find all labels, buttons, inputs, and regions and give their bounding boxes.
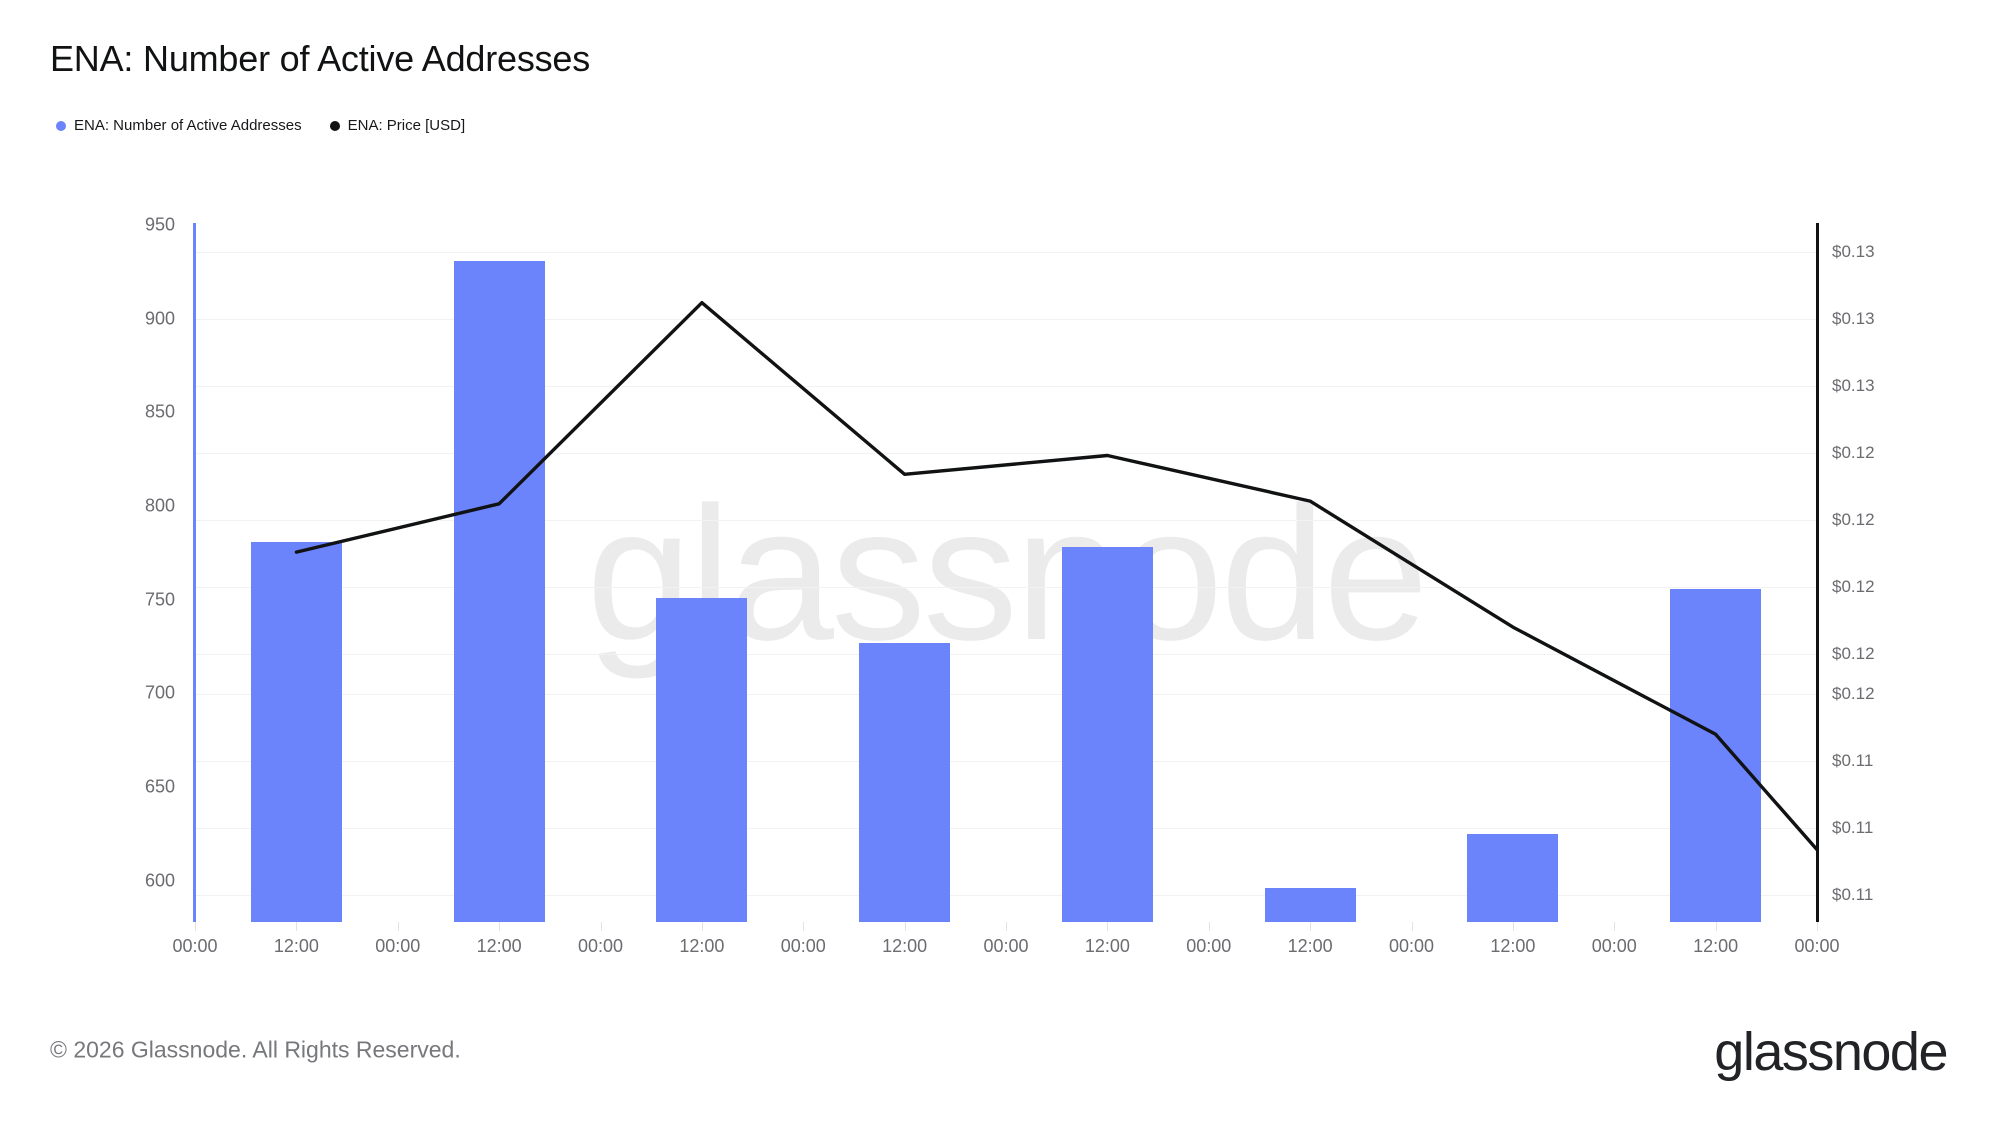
- gridline: [195, 519, 1817, 521]
- x-axis-tick-mark: [1208, 922, 1210, 931]
- x-axis-tick-mark: [803, 922, 805, 931]
- legend-dot-black-icon: [329, 120, 340, 131]
- bar[interactable]: [1670, 588, 1762, 922]
- x-axis-tick-mark: [1006, 922, 1007, 931]
- x-axis-tick-label: 00:00: [577, 936, 624, 956]
- gridline: [195, 694, 1817, 696]
- x-axis-tick-mark: [1107, 922, 1109, 931]
- x-axis-tick-mark: [1614, 922, 1616, 931]
- legend-label-price: ENA: Price [USD]: [347, 117, 466, 134]
- x-axis-tick-label: 00:00: [1591, 936, 1637, 956]
- legend-label-active-addresses: ENA: Number of Active Addresses: [74, 117, 302, 134]
- x-axis-tick-mark: [1411, 922, 1413, 931]
- y-axis-right-tick-label: $0.13: [1832, 375, 1875, 395]
- plot-region: glassnode: [193, 223, 1819, 922]
- y-axis-left-tick-label: 800: [144, 495, 175, 516]
- copyright-text: © 2026 Glassnode. All Rights Reserved.: [50, 1036, 461, 1063]
- x-axis-tick-label: 12:00: [882, 936, 928, 956]
- y-axis-right-labels: $0.13 $0.13 $0.13 $0.12 $0.12 $0.12 $0.12 $0.12…: [1832, 225, 1932, 922]
- footer-divider: [0, 1007, 1999, 1008]
- glassnode-logo: glassnode: [1714, 1022, 1948, 1082]
- y-axis-right-tick-label: $0.12: [1832, 442, 1875, 462]
- bar[interactable]: [453, 260, 545, 922]
- x-axis-tick-label: 12:00: [1084, 936, 1130, 956]
- gridline: [195, 895, 1817, 897]
- x-axis-tick-mark: [397, 922, 399, 931]
- gridline: [195, 251, 1817, 253]
- bar[interactable]: [1264, 888, 1356, 922]
- price-line-series: [195, 225, 1819, 922]
- gridline: [195, 828, 1817, 830]
- x-axis-tick-label: 12:00: [1287, 936, 1333, 956]
- bar-series: [195, 225, 1817, 922]
- y-axis-left-tick-label: 900: [144, 308, 175, 329]
- y-axis-right-tick-label: $0.11: [1832, 885, 1874, 905]
- legend-item-price[interactable]: ENA: Price [USD]: [329, 117, 466, 134]
- y-axis-right-tick-label: $0.11: [1832, 751, 1874, 771]
- x-axis-tick-label: 12:00: [476, 936, 522, 956]
- x-axis-tick-label: 00:00: [1186, 936, 1232, 956]
- x-axis-tick-mark: [904, 922, 906, 931]
- x-axis-tick-label: 12:00: [679, 936, 725, 956]
- x-axis-tick-label: 12:00: [1693, 936, 1739, 956]
- gridline: [195, 452, 1817, 454]
- gridline: [195, 761, 1817, 763]
- x-axis-tick-mark: [701, 922, 703, 931]
- bar[interactable]: [859, 642, 951, 922]
- x-axis-tick-mark: [296, 922, 298, 931]
- gridline: [195, 586, 1817, 588]
- gridline: [195, 653, 1817, 655]
- y-axis-left-tick-label: 950: [144, 214, 175, 235]
- y-axis-left-tick-label: 750: [144, 589, 175, 610]
- gridline: [195, 318, 1817, 320]
- legend-dot-blue-icon: [56, 120, 66, 131]
- x-axis-tick-mark: [600, 922, 602, 931]
- y-axis-left-tick-label: 650: [144, 776, 175, 797]
- y-axis-left-line: [193, 223, 196, 922]
- bar[interactable]: [656, 597, 748, 922]
- x-axis-tick-mark: [499, 922, 501, 931]
- price-line: [294, 300, 1819, 852]
- bar[interactable]: [1061, 547, 1153, 922]
- bar[interactable]: [1467, 833, 1559, 922]
- y-axis-left-labels: 950 900 850 800 750 700 650 600: [30, 215, 175, 922]
- x-axis-tick-mark: [1310, 922, 1312, 931]
- gridlines: [195, 225, 1817, 922]
- chart-area: glassnode 950 900 850 800 750 700 650 600 $0.13…: [145, 215, 1875, 957]
- gridline: [195, 385, 1817, 387]
- x-axis-tick-label: 00:00: [983, 936, 1029, 956]
- y-axis-right-tick-label: $0.12: [1832, 576, 1875, 596]
- x-axis-labels: 00:00 12:00 00:00 12:00 00:00 12:00 00:00 12:00…: [172, 922, 1840, 982]
- y-axis-left-tick-label: 600: [144, 870, 175, 891]
- x-axis-tick-mark: [1512, 922, 1514, 931]
- x-axis-tick-label: 12:00: [273, 936, 319, 956]
- x-axis-tick-mark: [1715, 922, 1717, 931]
- x-axis-tick-label: 00:00: [1388, 936, 1435, 956]
- page-title: ENA: Number of Active Addresses: [50, 38, 591, 79]
- y-axis-right-line: [1816, 223, 1819, 922]
- bar[interactable]: [250, 541, 342, 922]
- y-axis-right-tick-label: $0.11: [1832, 818, 1874, 838]
- y-axis-right-tick-label: $0.13: [1832, 241, 1875, 261]
- x-axis-tick-label: 00:00: [780, 936, 826, 956]
- x-axis-tick-label: 00:00: [1794, 936, 1840, 956]
- x-axis-tick-label: 12:00: [1490, 936, 1536, 956]
- x-axis-tick-label: 00:00: [375, 936, 421, 956]
- x-axis-tick-mark: [195, 922, 196, 931]
- y-axis-right-tick-label: $0.12: [1832, 509, 1875, 529]
- x-axis-tick-mark: [1817, 922, 1818, 931]
- chart-legend: ENA: Number of Active Addresses ENA: Pri…: [56, 117, 465, 134]
- y-axis-left-tick-label: 700: [144, 682, 175, 703]
- x-axis-tick-label: 00:00: [172, 936, 218, 956]
- y-axis-right-tick-label: $0.13: [1832, 308, 1875, 328]
- y-axis-right-tick-label: $0.12: [1832, 684, 1875, 704]
- y-axis-right-tick-label: $0.12: [1832, 643, 1875, 663]
- legend-item-active-addresses[interactable]: ENA: Number of Active Addresses: [56, 117, 302, 134]
- y-axis-left-tick-label: 850: [144, 401, 175, 422]
